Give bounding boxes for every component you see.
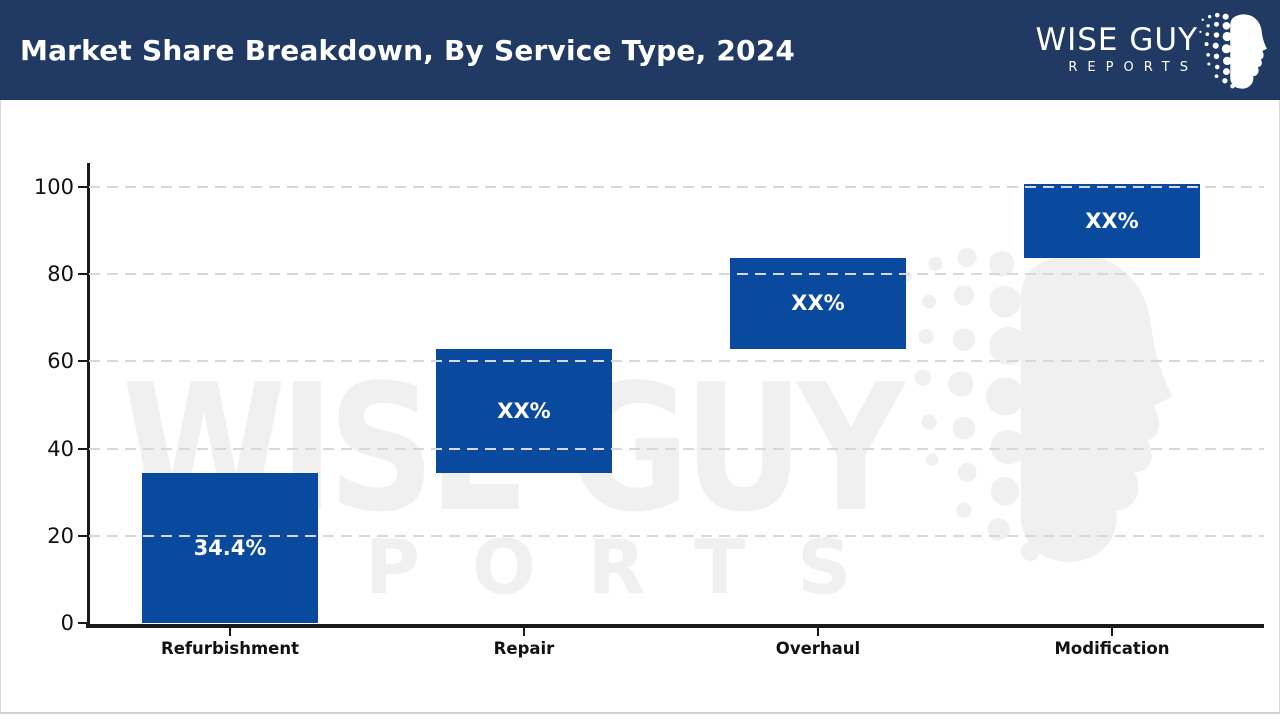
x-axis-line: [86, 624, 1264, 628]
x-tick-mark: [817, 627, 819, 636]
header-band: Market Share Breakdown, By Service Type,…: [0, 0, 1280, 100]
y-tick-label: 80: [47, 262, 74, 287]
brand-subtitle: REPORTS: [1068, 59, 1198, 75]
gridline: [89, 186, 1264, 188]
brand-face-icon: [1199, 12, 1267, 89]
x-category-label: Repair: [493, 639, 555, 658]
bar-modification: XX%: [1024, 184, 1200, 258]
x-category-label: Refurbishment: [160, 639, 299, 658]
bar-refurbishment: 34.4%: [142, 473, 318, 623]
bar-value-label: 34.4%: [193, 536, 267, 560]
y-tick-label: 20: [47, 523, 74, 548]
x-tick-mark: [229, 627, 231, 636]
y-tick-mark: [78, 622, 89, 624]
gridline: [89, 534, 1264, 537]
x-category-label: Overhaul: [775, 639, 861, 658]
bottom-rule: [0, 712, 1280, 714]
y-tick-mark: [78, 186, 89, 188]
gridline: [89, 447, 1264, 450]
y-tick-label: 0: [60, 611, 74, 635]
bar-overhaul: XX%: [730, 257, 906, 349]
y-tick-mark: [78, 360, 89, 363]
x-tick-mark: [523, 627, 525, 636]
y-tick-mark: [78, 447, 89, 450]
y-axis-line: [87, 163, 90, 627]
bar-value-label: XX%: [1085, 208, 1139, 233]
y-tick-mark: [78, 273, 89, 276]
y-tick-label: 40: [47, 436, 74, 461]
brand-name: WISE GUY: [1035, 22, 1198, 59]
bar-value-label: XX%: [497, 398, 551, 423]
x-category-label: Modification: [1054, 639, 1170, 658]
gridline: [89, 360, 1264, 363]
brand-logo-text: WISE GUY REPORTS: [1035, 23, 1198, 75]
left-border: [0, 100, 1, 712]
gridline: [89, 273, 1264, 276]
page-title: Market Share Breakdown, By Service Type,…: [20, 33, 796, 67]
plot-area: 0 20 40 60 80 100 34.4% XX% XX% XX% Refurbishment R…: [0, 100, 1280, 712]
brand-logo: WISE GUY REPORTS: [1035, 8, 1270, 94]
bar-repair: XX%: [436, 348, 612, 473]
y-tick-mark: [78, 534, 89, 537]
bar-value-label: XX%: [791, 291, 845, 316]
y-tick-label: 100: [33, 175, 74, 199]
y-tick-label: 60: [47, 349, 74, 374]
x-tick-mark: [1111, 627, 1113, 636]
